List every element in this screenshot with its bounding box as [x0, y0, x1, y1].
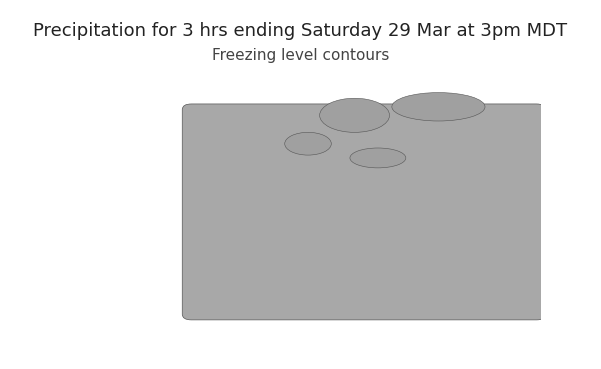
Ellipse shape [320, 98, 389, 132]
Ellipse shape [392, 93, 485, 121]
Ellipse shape [350, 148, 406, 168]
Ellipse shape [285, 132, 331, 155]
FancyBboxPatch shape [182, 104, 546, 320]
Text: Precipitation for 3 hrs ending Saturday 29 Mar at 3pm MDT: Precipitation for 3 hrs ending Saturday … [34, 22, 567, 40]
Text: Freezing level contours: Freezing level contours [212, 48, 389, 63]
